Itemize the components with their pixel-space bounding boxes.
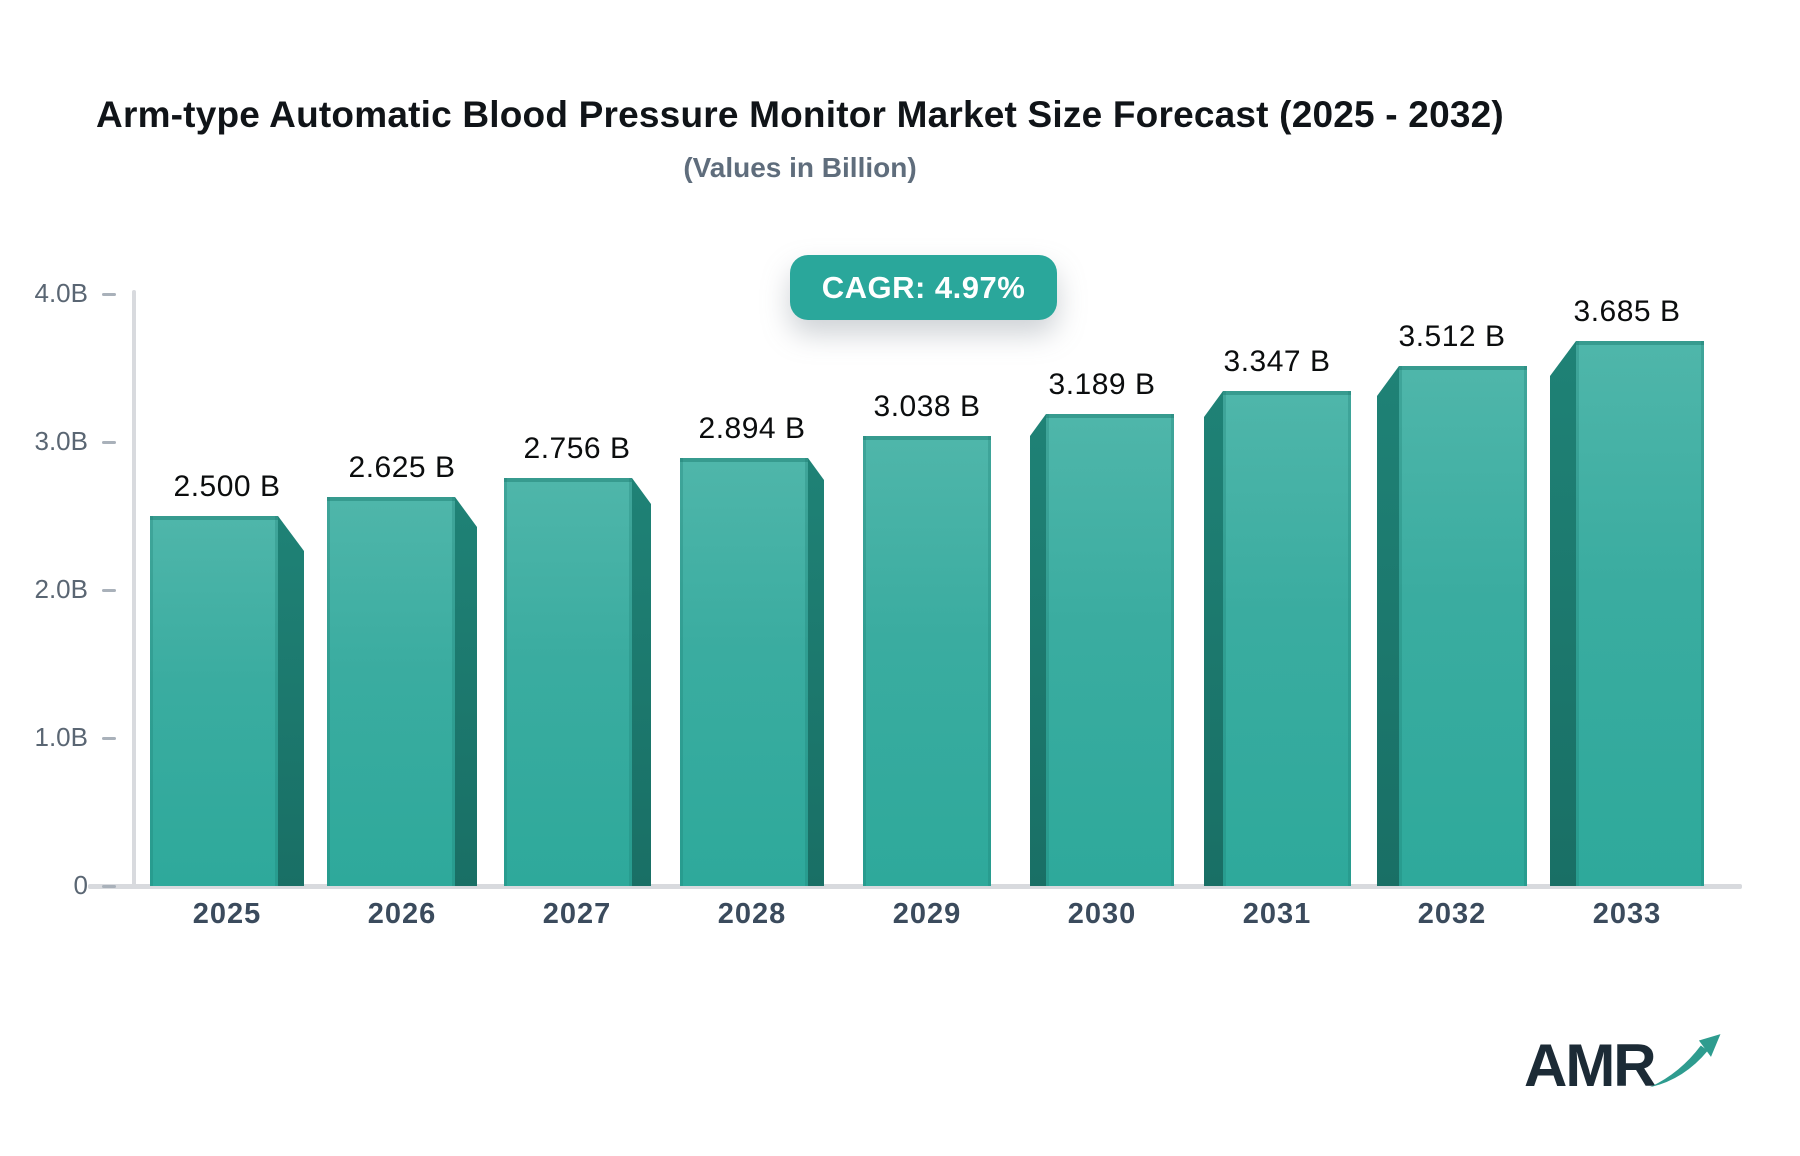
- bar-2029: [863, 436, 991, 886]
- y-tick-mark: [102, 736, 116, 740]
- bar-2026: [327, 497, 477, 886]
- bar-value-label: 3.189 B: [1048, 368, 1156, 401]
- y-tick-label: 0: [73, 870, 88, 900]
- title-block: Arm-type Automatic Blood Pressure Monito…: [0, 94, 1600, 184]
- bar-face: [863, 436, 991, 886]
- bar-value-label: 3.347 B: [1223, 345, 1331, 378]
- bar-value-label: 2.894 B: [698, 412, 806, 445]
- bar-2028: [680, 458, 824, 886]
- x-tick-label-2025: 2025: [192, 898, 262, 930]
- bar-face: [1223, 391, 1351, 886]
- x-tick-label-2032: 2032: [1417, 898, 1487, 930]
- y-tick-label: 1.0B: [34, 722, 89, 752]
- bar-value-label: 2.500 B: [173, 470, 281, 503]
- bar-side-shade: [1550, 341, 1576, 886]
- bar-face: [1576, 341, 1704, 886]
- x-tick-label-2028: 2028: [717, 898, 787, 930]
- chart-title: Arm-type Automatic Blood Pressure Monito…: [96, 94, 1504, 135]
- bar-face: [1399, 366, 1527, 886]
- bar-value-label: 2.625 B: [348, 451, 456, 484]
- bar-side-shade: [1030, 414, 1046, 886]
- amr-logo: AMR: [1524, 1030, 1723, 1096]
- bar-side-shade: [1204, 391, 1223, 886]
- bar-value-label: 3.038 B: [873, 390, 981, 423]
- bar-side-shade: [278, 516, 304, 886]
- bar-value-label: 3.512 B: [1398, 320, 1506, 353]
- x-tick-label-2033: 2033: [1592, 898, 1662, 930]
- y-tick-mark: [102, 588, 116, 592]
- bar-face: [680, 458, 808, 886]
- y-tick-mark: [102, 884, 116, 888]
- y-tick-label: 2.0B: [34, 574, 89, 604]
- bar-face: [327, 497, 455, 886]
- y-tick-label: 4.0B: [34, 278, 89, 308]
- x-tick-label-2029: 2029: [892, 898, 962, 930]
- bar-2033: [1550, 341, 1704, 886]
- x-tick-label-2027: 2027: [542, 898, 612, 930]
- bar-side-shade: [455, 497, 477, 886]
- bar-side-shade: [632, 478, 651, 886]
- cagr-badge: CAGR: 4.97%: [790, 255, 1057, 320]
- bar-face: [150, 516, 278, 886]
- x-axis-line: [88, 884, 1742, 889]
- x-tick-label-2026: 2026: [367, 898, 437, 930]
- bar-face: [1046, 414, 1174, 886]
- bar-2025: [150, 516, 304, 886]
- y-tick-mark: [102, 292, 116, 296]
- bar-2030: [1030, 414, 1174, 886]
- growth-arrow-icon: [1649, 1034, 1721, 1088]
- amr-logo-text: AMR: [1524, 1032, 1657, 1099]
- y-axis-line: [132, 290, 136, 886]
- bar-side-shade: [1377, 366, 1399, 886]
- chart-subtitle: (Values in Billion): [683, 152, 917, 183]
- bar-value-label: 2.756 B: [523, 432, 631, 465]
- x-tick-label-2031: 2031: [1242, 898, 1312, 930]
- x-tick-label-2030: 2030: [1067, 898, 1137, 930]
- bar-2032: [1377, 366, 1527, 886]
- bar-2031: [1204, 391, 1351, 886]
- cagr-badge-label: CAGR: 4.97%: [821, 269, 1026, 305]
- y-tick-label: 3.0B: [34, 426, 89, 456]
- bar-side-shade: [808, 458, 824, 886]
- bar-value-label: 3.685 B: [1573, 295, 1681, 328]
- bar-face: [504, 478, 632, 886]
- y-tick-mark: [102, 440, 116, 444]
- bar-2027: [504, 478, 651, 886]
